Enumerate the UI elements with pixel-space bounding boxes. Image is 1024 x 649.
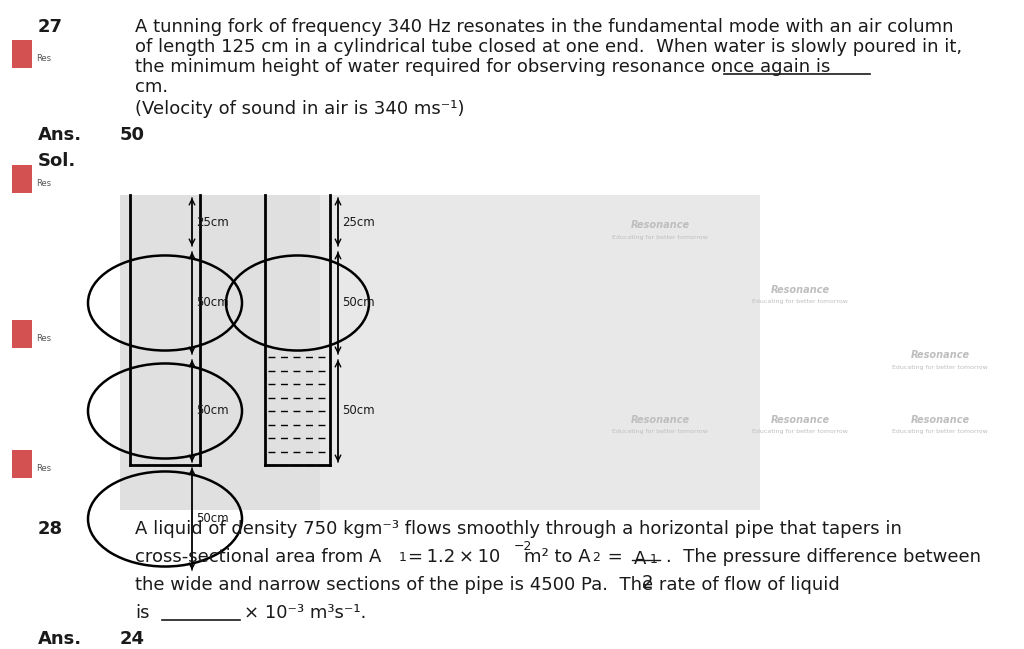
Text: 50cm: 50cm <box>196 513 228 526</box>
Text: 28: 28 <box>38 520 63 538</box>
Text: 27: 27 <box>38 18 63 36</box>
Text: m² to A: m² to A <box>524 548 591 566</box>
Bar <box>12 165 32 193</box>
Text: Ans.: Ans. <box>38 630 82 648</box>
Text: A: A <box>634 550 646 568</box>
Text: = 1.2 × 10: = 1.2 × 10 <box>408 548 501 566</box>
Text: 50cm: 50cm <box>196 404 228 417</box>
Text: is: is <box>135 604 150 622</box>
Text: 50cm: 50cm <box>342 297 375 310</box>
Text: 1: 1 <box>399 551 407 564</box>
Text: Resonance: Resonance <box>770 285 829 295</box>
Polygon shape <box>319 195 760 510</box>
Text: the minimum height of water required for observing resonance once again is: the minimum height of water required for… <box>135 58 830 76</box>
Text: Resonance: Resonance <box>631 415 689 425</box>
Text: 50: 50 <box>120 126 145 144</box>
Text: 2: 2 <box>642 574 653 592</box>
Text: 25cm: 25cm <box>342 215 375 228</box>
Text: Res: Res <box>36 179 51 188</box>
Polygon shape <box>120 195 760 510</box>
Text: 25cm: 25cm <box>196 215 228 228</box>
Text: of length 125 cm in a cylindrical tube closed at one end.  When water is slowly : of length 125 cm in a cylindrical tube c… <box>135 38 963 56</box>
Text: cm.: cm. <box>135 78 168 96</box>
Text: A liquid of density 750 kgm⁻³ flows smoothly through a horizontal pipe that tape: A liquid of density 750 kgm⁻³ flows smoo… <box>135 520 902 538</box>
Text: Ans.: Ans. <box>38 126 82 144</box>
Text: .  The pressure difference between: . The pressure difference between <box>666 548 981 566</box>
Text: 2: 2 <box>592 551 600 564</box>
Text: =: = <box>602 548 629 566</box>
Text: −2: −2 <box>514 540 532 553</box>
Text: cross-sectional area from A: cross-sectional area from A <box>135 548 381 566</box>
Text: Resonance: Resonance <box>910 415 970 425</box>
Text: Sol.: Sol. <box>38 152 76 170</box>
Text: Resonance: Resonance <box>910 350 970 360</box>
Text: Educating for better tomorrow: Educating for better tomorrow <box>612 234 708 239</box>
Text: Educating for better tomorrow: Educating for better tomorrow <box>892 365 988 369</box>
Bar <box>12 40 32 68</box>
Text: Res: Res <box>36 464 51 473</box>
Text: A tunning fork of frequency 340 Hz resonates in the fundamental mode with an air: A tunning fork of frequency 340 Hz reson… <box>135 18 953 36</box>
Text: Educating for better tomorrow: Educating for better tomorrow <box>752 299 848 304</box>
Text: (Velocity of sound in air is 340 ms⁻¹): (Velocity of sound in air is 340 ms⁻¹) <box>135 100 465 118</box>
Text: 50cm: 50cm <box>342 404 375 417</box>
Text: Resonance: Resonance <box>770 415 829 425</box>
Text: Res: Res <box>36 54 51 63</box>
Text: 24: 24 <box>120 630 145 648</box>
Text: Resonance: Resonance <box>631 220 689 230</box>
Text: 1: 1 <box>650 553 657 566</box>
Text: Educating for better tomorrow: Educating for better tomorrow <box>752 430 848 434</box>
Text: 50cm: 50cm <box>196 297 228 310</box>
Bar <box>12 450 32 478</box>
Bar <box>12 320 32 348</box>
Text: Educating for better tomorrow: Educating for better tomorrow <box>892 430 988 434</box>
Text: × 10⁻³ m³s⁻¹.: × 10⁻³ m³s⁻¹. <box>244 604 367 622</box>
Text: the wide and narrow sections of the pipe is 4500 Pa.  The rate of flow of liquid: the wide and narrow sections of the pipe… <box>135 576 840 594</box>
Text: Educating for better tomorrow: Educating for better tomorrow <box>612 430 708 434</box>
Text: Res: Res <box>36 334 51 343</box>
